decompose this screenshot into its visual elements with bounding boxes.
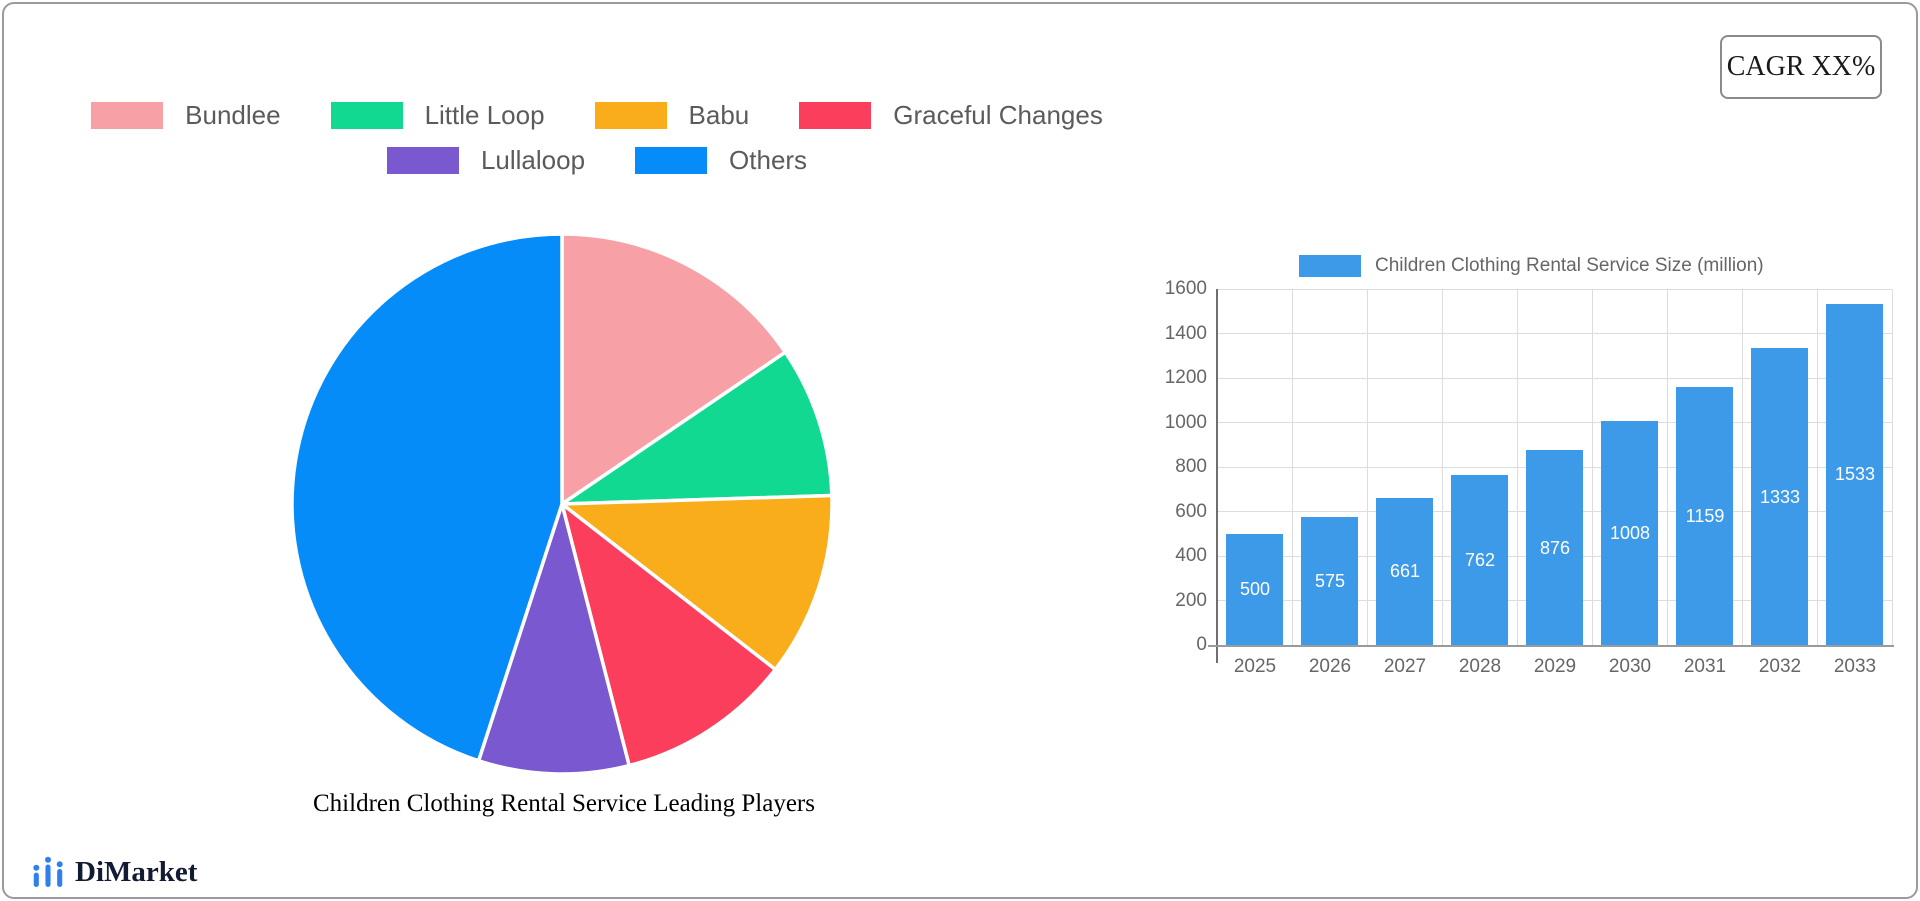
legend-label: Babu: [688, 100, 750, 130]
gridline: [1892, 289, 1893, 645]
gridline: [1217, 333, 1892, 334]
bar-value-label: 1008: [1609, 522, 1651, 543]
legend-item-babu[interactable]: Babu: [594, 100, 750, 131]
bar-value-label: 661: [1389, 561, 1421, 582]
bar-value-label: 762: [1464, 550, 1496, 571]
y-axis-tick-label: 1600: [1164, 278, 1207, 299]
gridline: [1817, 289, 1818, 645]
legend-label: Graceful Changes: [893, 100, 1103, 130]
pie-slice-bundlee[interactable]: [560, 232, 788, 506]
legend-swatch: [91, 102, 164, 129]
x-axis-tick-label: 2028: [1458, 656, 1502, 677]
bar-value-label: 500: [1239, 579, 1271, 600]
pie-legend: Bundlee Little Loop Babu Graceful Changes Lu…: [62, 100, 1132, 190]
bar-value-label: 876: [1539, 537, 1571, 558]
bar-value-label: 1533: [1834, 464, 1876, 485]
cagr-badge: CAGR XX%: [1720, 35, 1882, 99]
gridline: [1217, 288, 1892, 290]
gridline: [1667, 289, 1668, 645]
bar-value-label: 575: [1314, 571, 1346, 592]
x-axis-tick-label: 2033: [1833, 656, 1877, 677]
legend-swatch: [330, 102, 403, 129]
legend-swatch: [799, 102, 872, 129]
pie-slice-little-loop[interactable]: [560, 350, 834, 506]
legend-swatch: [594, 102, 667, 129]
y-axis-tick-label: 800: [1175, 456, 1207, 477]
gridline: [1217, 377, 1892, 379]
x-axis-tick-label: 2026: [1308, 656, 1352, 677]
y-axis-tick-label: 200: [1175, 589, 1207, 611]
pie-slice-graceful-changes[interactable]: [560, 502, 778, 768]
gridline: [1517, 289, 1518, 645]
bar-2030[interactable]: [1601, 420, 1658, 645]
y-axis-tick-label: 1200: [1164, 367, 1207, 388]
gridline: [1367, 289, 1368, 645]
legend-label: Bundlee: [185, 100, 281, 130]
x-axis-tick-label: 2029: [1533, 656, 1577, 677]
x-axis-tick-label: 2031: [1683, 656, 1727, 677]
bar-2026[interactable]: [1301, 517, 1358, 645]
bar-chart-icon: [33, 856, 63, 887]
pie-legend-row: Lullaloop Others: [62, 145, 1132, 176]
bar-value-label: 1159: [1685, 506, 1725, 527]
legend-swatch: [635, 147, 708, 174]
bar-2032[interactable]: [1751, 348, 1808, 645]
pie-slice-others[interactable]: [290, 232, 564, 763]
x-axis-tick-label: 2030: [1608, 656, 1652, 677]
legend-item-lullaloop[interactable]: Lullaloop: [386, 145, 586, 176]
gridline: [1217, 422, 1892, 423]
legend-item-little-loop[interactable]: Little Loop: [330, 100, 545, 131]
bar-2029[interactable]: [1526, 450, 1583, 645]
y-axis-line: [1216, 289, 1218, 663]
gridline: [1592, 289, 1593, 645]
bar-2033[interactable]: [1826, 303, 1883, 645]
x-axis-line: [1208, 645, 1894, 647]
legend-item-others[interactable]: Others: [635, 145, 807, 176]
gridline: [1292, 289, 1293, 645]
y-axis-tick-label: 400: [1175, 545, 1207, 566]
legend-label: Little Loop: [424, 100, 545, 130]
y-axis-tick-label: 600: [1175, 500, 1207, 522]
pie-chart: [290, 232, 834, 776]
x-axis-tick-label: 2027: [1383, 656, 1427, 677]
x-axis-tick-label: 2025: [1233, 656, 1277, 677]
pie-legend-row: Bundlee Little Loop Babu Graceful Changes: [62, 100, 1132, 131]
cagr-badge-label: CAGR XX%: [1726, 51, 1876, 82]
bar-legend-label: Children Clothing Rental Service Size (m…: [1375, 255, 1764, 276]
legend-item-bundlee[interactable]: Bundlee: [91, 100, 281, 131]
bar-2027[interactable]: [1376, 497, 1433, 645]
y-axis-tick-label: 1400: [1164, 322, 1207, 344]
bar-chart-legend[interactable]: Children Clothing Rental Service Size (m…: [1299, 255, 1764, 277]
y-axis-tick-label: 1000: [1164, 411, 1207, 433]
logo-text: DiMarket: [75, 855, 198, 888]
x-axis-tick-label: 2032: [1758, 656, 1802, 677]
dimarket-logo: DiMarket: [30, 854, 197, 890]
legend-label: Lullaloop: [480, 145, 586, 175]
pie-chart-title: Children Clothing Rental Service Leading…: [313, 790, 815, 817]
legend-swatch: [386, 147, 459, 174]
gridline: [1742, 289, 1743, 645]
bar-2025[interactable]: [1226, 533, 1283, 645]
bar-2028[interactable]: [1451, 475, 1508, 645]
pie-slice-lullaloop[interactable]: [476, 502, 631, 776]
bar-2031[interactable]: [1676, 387, 1733, 645]
pie-slice-babu[interactable]: [560, 493, 834, 672]
legend-item-graceful-changes[interactable]: Graceful Changes: [799, 100, 1103, 131]
legend-label: Others: [729, 145, 808, 175]
gridline: [1442, 289, 1443, 645]
y-axis-tick-label: 0: [1196, 634, 1207, 655]
bar-value-label: 1333: [1759, 486, 1801, 507]
bar-legend-swatch: [1299, 255, 1361, 277]
